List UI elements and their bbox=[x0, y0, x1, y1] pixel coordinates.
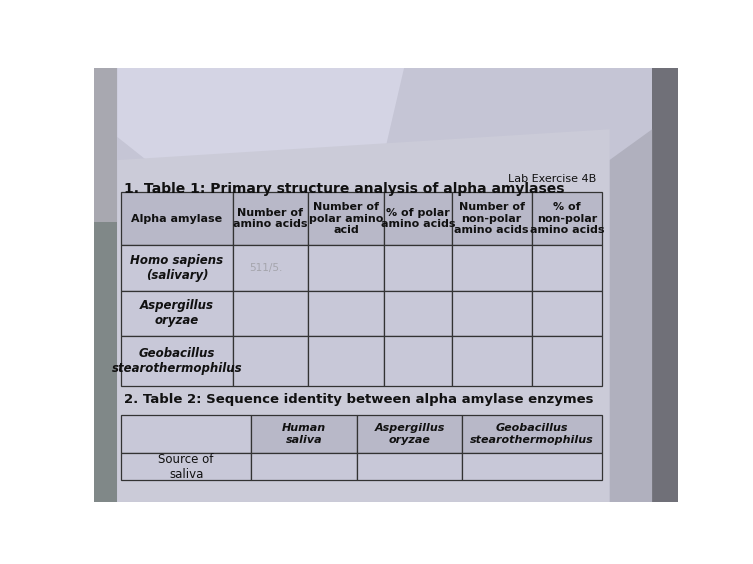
Bar bbox=[532, 291, 602, 336]
Bar bbox=[452, 336, 532, 386]
Bar bbox=[452, 192, 532, 245]
Polygon shape bbox=[117, 68, 652, 502]
Bar bbox=[233, 291, 308, 336]
Bar bbox=[308, 336, 384, 386]
Text: Source of
saliva: Source of saliva bbox=[158, 453, 214, 481]
Bar bbox=[121, 336, 233, 386]
Polygon shape bbox=[117, 129, 609, 502]
Bar bbox=[384, 192, 452, 245]
Bar bbox=[384, 245, 452, 291]
Polygon shape bbox=[117, 68, 404, 168]
Bar bbox=[233, 192, 308, 245]
Text: Aspergillus
oryzae: Aspergillus oryzae bbox=[140, 299, 214, 327]
Bar bbox=[384, 291, 452, 336]
Polygon shape bbox=[94, 68, 678, 502]
Bar bbox=[452, 245, 532, 291]
Text: % of
non-polar
amino acids: % of non-polar amino acids bbox=[529, 202, 604, 235]
Polygon shape bbox=[94, 68, 678, 222]
Bar bbox=[121, 453, 251, 481]
Text: Geobacillus
stearothermophilus: Geobacillus stearothermophilus bbox=[111, 347, 242, 374]
Polygon shape bbox=[559, 68, 678, 502]
Text: Human
saliva: Human saliva bbox=[282, 424, 326, 445]
Text: Number of
non-polar
amino acids: Number of non-polar amino acids bbox=[455, 202, 529, 235]
Bar bbox=[384, 336, 452, 386]
Text: Aspergillus
oryzae: Aspergillus oryzae bbox=[374, 424, 445, 445]
Bar bbox=[357, 415, 462, 453]
Bar bbox=[251, 415, 357, 453]
Text: 1. Table 1: Primary structure analysis of alpha amylases: 1. Table 1: Primary structure analysis o… bbox=[123, 182, 564, 196]
Bar bbox=[532, 192, 602, 245]
Bar bbox=[233, 336, 308, 386]
Bar bbox=[462, 453, 602, 481]
Bar bbox=[251, 453, 357, 481]
Text: % of polar
amino acids: % of polar amino acids bbox=[381, 208, 455, 230]
Bar bbox=[452, 291, 532, 336]
Bar bbox=[308, 245, 384, 291]
Bar bbox=[357, 453, 462, 481]
Polygon shape bbox=[609, 129, 652, 502]
Bar bbox=[121, 415, 251, 453]
Text: Homo sapiens
(salivary): Homo sapiens (salivary) bbox=[130, 254, 224, 282]
Bar bbox=[121, 192, 233, 245]
Bar bbox=[308, 192, 384, 245]
Bar bbox=[532, 336, 602, 386]
Bar bbox=[121, 245, 233, 291]
Bar bbox=[233, 245, 308, 291]
Bar bbox=[121, 291, 233, 336]
Text: Geobacillus
stearothermophilus: Geobacillus stearothermophilus bbox=[470, 424, 594, 445]
Text: Number of
amino acids: Number of amino acids bbox=[233, 208, 307, 230]
Text: Alpha amylase: Alpha amylase bbox=[131, 214, 222, 223]
Text: Number of
polar amino
acid: Number of polar amino acid bbox=[309, 202, 383, 235]
Text: 511/5.: 511/5. bbox=[249, 263, 283, 273]
Bar bbox=[462, 415, 602, 453]
Bar bbox=[532, 245, 602, 291]
Text: 2. Table 2: Sequence identity between alpha amylase enzymes: 2. Table 2: Sequence identity between al… bbox=[123, 394, 593, 407]
Text: Lab Exercise 4B: Lab Exercise 4B bbox=[508, 174, 596, 184]
Bar bbox=[308, 291, 384, 336]
